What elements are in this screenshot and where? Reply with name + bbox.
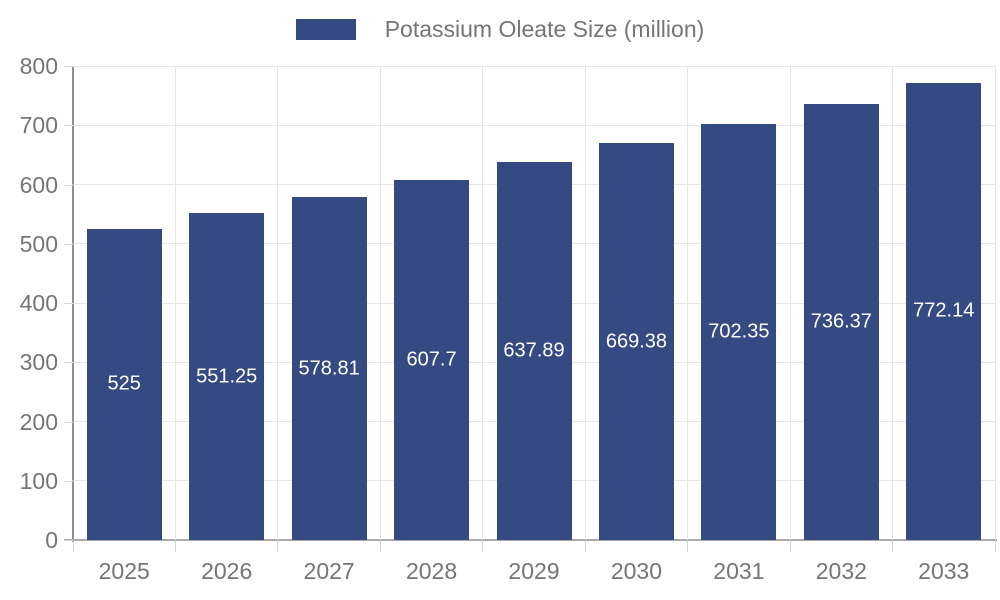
bar-value-label: 637.89 [503,339,565,362]
x-axis-tick [892,541,894,552]
bar-value-label: 669.38 [605,330,668,353]
x-tick-label: 2029 [508,558,560,584]
y-axis-tick [64,540,73,541]
legend-label: Potassium Oleate Size (million) [384,16,705,42]
bar-value-label: 551.25 [196,365,258,388]
y-axis-tick [64,303,73,304]
x-axis-tick [789,541,791,552]
bar-2026[interactable] [189,213,265,540]
y-axis-tick [64,125,73,127]
x-axis-tick [72,541,74,552]
x-axis-tick [482,541,484,552]
bar-2031[interactable] [701,123,777,540]
legend-swatch-icon [295,19,356,40]
bar-2032[interactable] [803,103,879,540]
y-axis-tick [64,66,73,67]
bar-value-label: 607.7 [406,348,457,371]
x-tick-label: 2033 [918,558,970,584]
x-tick-label: 2032 [815,558,867,584]
y-axis-tick [64,184,73,186]
x-axis-tick [687,541,689,552]
x-tick-label: 2025 [98,558,150,584]
y-tick-label: 100 [19,467,58,494]
bar-2025[interactable] [86,228,162,540]
v-gridline [892,66,894,540]
v-gridline [687,66,689,540]
bar-2030[interactable] [598,143,674,540]
bar-value-label: 578.81 [298,357,360,380]
bar-value-label: 736.37 [810,310,872,333]
h-gridline [73,65,995,67]
y-axis-tick [64,243,73,245]
v-gridline [584,66,586,540]
x-axis-tick [277,541,279,552]
legend: Potassium Oleate Size (million) [0,16,1000,43]
h-gridline [73,124,995,126]
bar-2033[interactable] [906,82,982,540]
v-gridline [789,66,791,540]
x-tick-label: 2028 [405,558,458,584]
x-axis-tick [994,541,996,552]
bar-value-label: 702.35 [708,320,770,343]
x-axis-line [64,539,997,541]
v-gridline [994,66,996,540]
v-gridline [277,66,279,540]
bar-value-label: 525 [107,372,141,395]
y-tick-label: 500 [19,230,58,257]
x-tick-label: 2026 [201,558,253,584]
x-tick-label: 2031 [713,558,765,584]
y-axis-tick [64,480,73,482]
y-tick-label: 700 [19,112,58,139]
y-tick-label: 400 [19,290,58,316]
y-tick-label: 600 [19,171,58,198]
x-tick-label: 2027 [303,558,355,584]
y-axis-tick [64,421,73,423]
x-tick-label: 2030 [610,558,663,584]
y-tick-label: 800 [19,53,58,79]
bar-2029[interactable] [496,162,572,540]
y-tick-label: 300 [19,349,58,376]
x-axis-tick [584,541,586,552]
bar-2027[interactable] [291,197,367,540]
y-tick-label: 200 [19,408,58,435]
y-axis-line [72,66,74,542]
y-axis-tick [64,362,73,364]
bar-value-label: 772.14 [913,299,975,322]
y-tick-label: 0 [45,527,58,553]
x-axis-tick [379,541,381,552]
legend-item[interactable]: Potassium Oleate Size (million) [295,16,705,43]
bar-2028[interactable] [394,179,470,540]
v-gridline [482,66,484,540]
v-gridline [174,66,176,540]
v-gridline [379,66,381,540]
x-axis-tick [174,541,176,552]
plot-area: 525 551.25 578.81 607.7 637.89 669.38 702.35 73… [73,65,996,540]
